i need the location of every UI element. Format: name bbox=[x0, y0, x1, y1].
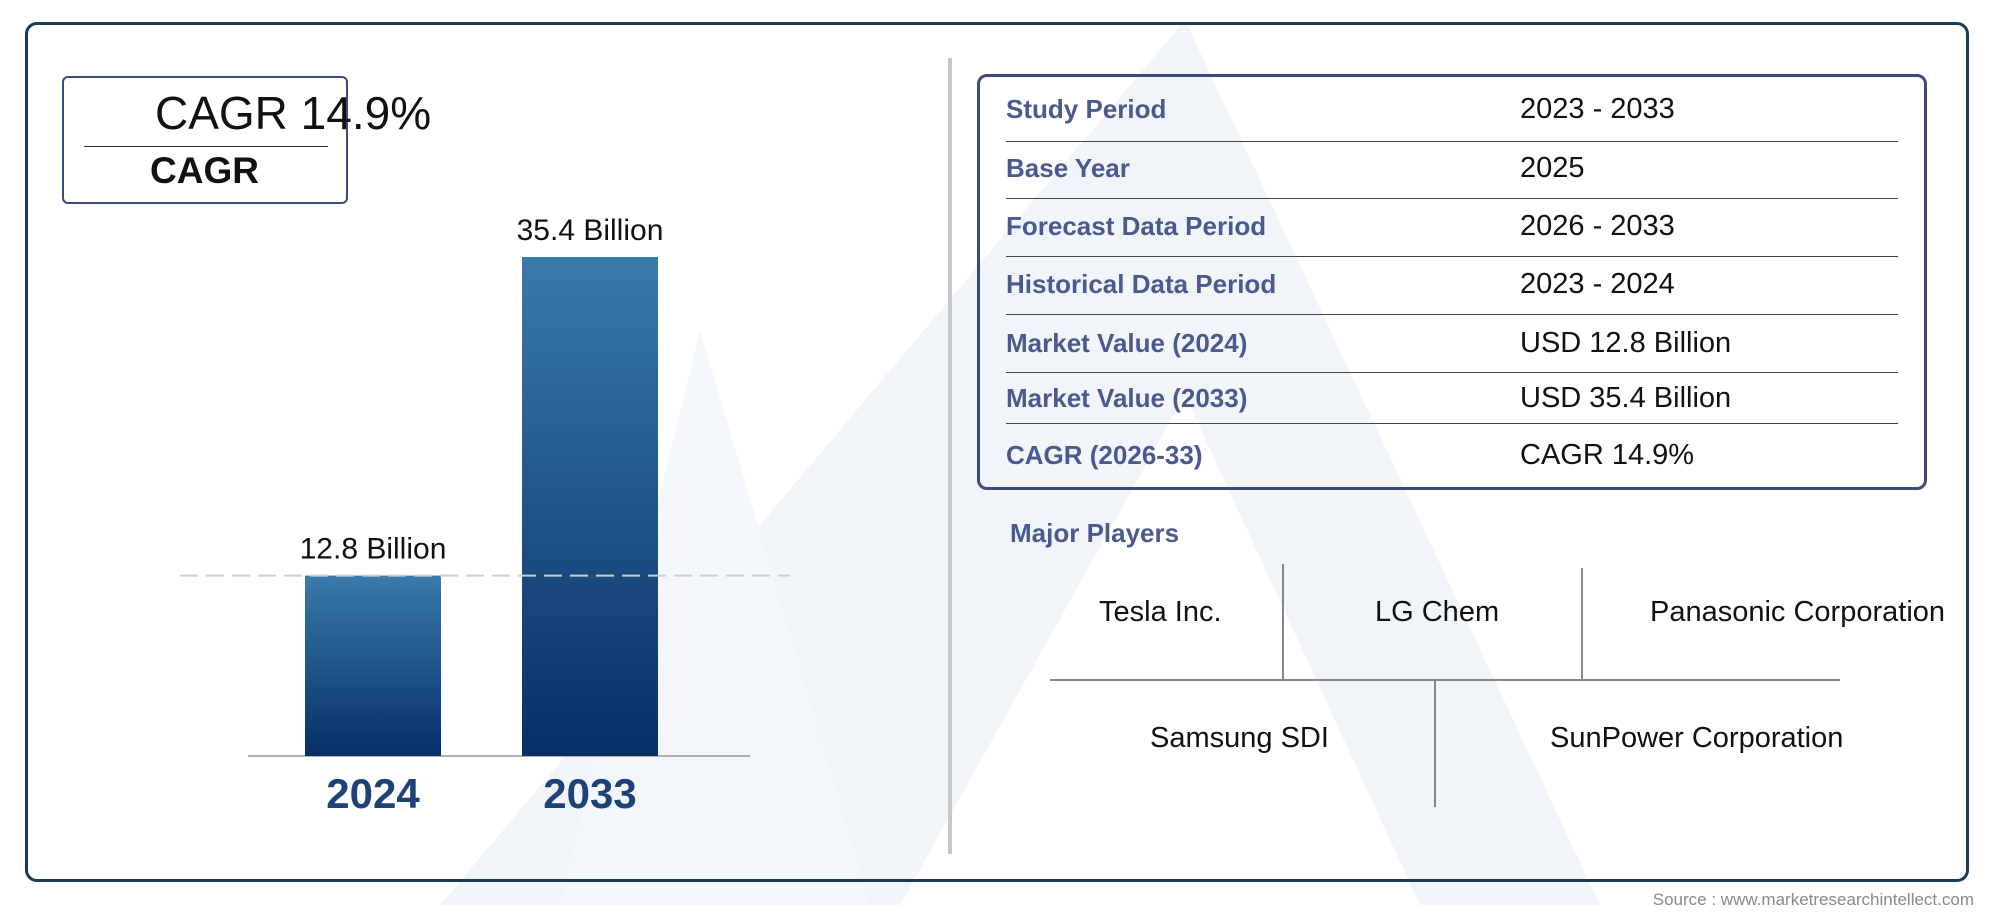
player-name: Tesla Inc. bbox=[1099, 596, 1222, 628]
player-divider bbox=[1581, 568, 1583, 679]
info-row-separator bbox=[1006, 423, 1898, 424]
info-value: 2025 bbox=[1520, 151, 1585, 184]
bar-chart: 12.8 Billion 2024 35.4 Billion 2033 bbox=[180, 214, 790, 817]
info-value: 2026 - 2033 bbox=[1520, 209, 1675, 242]
info-key: Historical Data Period bbox=[1006, 268, 1277, 299]
info-key: Study Period bbox=[1006, 93, 1167, 124]
player-divider bbox=[1050, 679, 1840, 681]
info-row-separator bbox=[1006, 256, 1898, 257]
data-label: 35.4 Billion bbox=[517, 214, 664, 247]
info-row-separator bbox=[1006, 314, 1898, 315]
bar-2024 bbox=[305, 575, 441, 756]
info-row: Historical Data Period 2023 - 2024 bbox=[1006, 264, 1898, 304]
info-key: CAGR (2026-33) bbox=[1006, 439, 1203, 470]
x-tick-label: 2033 bbox=[543, 770, 636, 817]
info-value: 2023 - 2024 bbox=[1520, 267, 1675, 300]
info-value: 2023 - 2033 bbox=[1520, 92, 1675, 125]
info-key: Market Value (2033) bbox=[1006, 382, 1248, 413]
info-row: Market Value (2024) USD 12.8 Billion bbox=[1006, 323, 1898, 363]
x-tick-label: 2024 bbox=[326, 770, 420, 817]
player-name: Panasonic Corporation bbox=[1650, 596, 1946, 628]
info-row-separator bbox=[1006, 141, 1898, 142]
info-row: Study Period 2023 - 2033 bbox=[1006, 89, 1898, 129]
cagr-badge bbox=[62, 76, 348, 204]
cagr-value: CAGR 14.9% bbox=[155, 87, 432, 139]
player-name: SunPower Corporation bbox=[1550, 722, 1844, 754]
info-key: Forecast Data Period bbox=[1006, 210, 1267, 241]
major-players-title: Major Players bbox=[1010, 518, 1180, 548]
info-row-separator bbox=[1006, 198, 1898, 199]
info-value: USD 12.8 Billion bbox=[1520, 326, 1732, 359]
source-note: Source : www.marketresearchintellect.com bbox=[1652, 890, 1974, 909]
section-divider bbox=[948, 58, 952, 854]
info-value: USD 35.4 Billion bbox=[1520, 381, 1732, 414]
data-label: 12.8 Billion bbox=[300, 533, 447, 566]
info-row: Forecast Data Period 2026 - 2033 bbox=[1006, 206, 1898, 246]
info-row-separator bbox=[1006, 372, 1898, 373]
card-frame bbox=[25, 22, 1969, 882]
player-divider bbox=[1282, 564, 1284, 679]
player-name: Samsung SDI bbox=[1150, 722, 1329, 754]
info-value: CAGR 14.9% bbox=[1520, 438, 1695, 471]
info-key: Market Value (2024) bbox=[1006, 327, 1248, 358]
player-divider bbox=[1434, 681, 1436, 807]
info-row: Market Value (2033) USD 35.4 Billion bbox=[1006, 378, 1898, 418]
cagr-label: CAGR bbox=[150, 150, 259, 191]
player-name: LG Chem bbox=[1375, 596, 1500, 628]
cagr-divider bbox=[84, 146, 328, 147]
info-row: Base Year 2025 bbox=[1006, 148, 1898, 188]
bar-2033 bbox=[522, 257, 658, 756]
info-key: Base Year bbox=[1006, 152, 1130, 183]
info-table bbox=[977, 74, 1927, 490]
info-row: CAGR (2026-33) CAGR 14.9% bbox=[1006, 435, 1898, 475]
